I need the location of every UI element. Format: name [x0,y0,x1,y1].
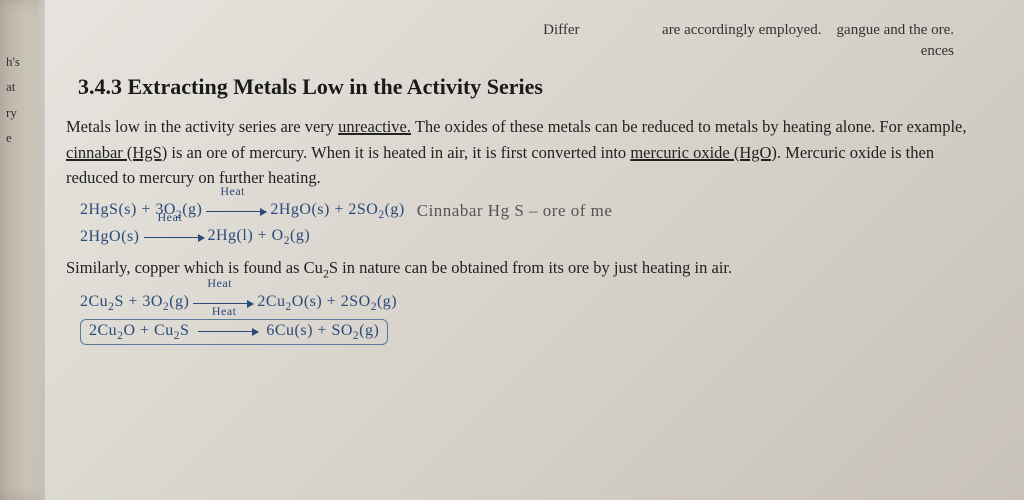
reaction-arrow-icon [144,237,204,238]
fragment-text: gangue and the ore. [837,22,954,38]
underlined-term: mercuric oxide (HgO) [630,143,777,162]
eq-lhs: 2HgO(s) [80,228,140,246]
eq-text: 6Cu(s) + SO [266,322,353,339]
fragment-text: ences [60,41,954,62]
edge-line: e [6,126,20,149]
reaction-arrow-icon [198,331,258,332]
eq-text: 2Hg(l) + O [208,227,284,244]
para-text: S in nature can be obtained from its ore… [329,258,732,277]
eq-rhs: 6Cu(s) + SO2(g) [266,322,379,339]
heat-label: Heat [207,276,232,291]
para-text: is an ore of mercury. When it is heated … [167,143,630,162]
eq-text: (g) [290,227,310,244]
eq-text: 2Cu [80,293,108,310]
heat-label: Heat [212,304,237,319]
eq-text: O(s) + 2SO [292,293,371,310]
para-text: The oxides of these metals can be reduce… [411,117,966,136]
edge-line: ry [6,101,20,124]
boxed-equation: 2Cu2O + Cu2S Heat 6Cu(s) + SO2(g) [80,319,388,345]
equation-2: 2HgO(s) Heat 2Hg(l) + O2(g) [80,227,984,247]
section-title: Extracting Metals Low in the Activity Se… [128,74,544,99]
equation-1: 2HgS(s) + 3O2(g) Heat 2HgO(s) + 2SO2(g) … [80,201,984,221]
eq-rhs: 2Hg(l) + O2(g) [208,227,311,247]
edge-line: at [6,75,20,98]
reaction-arrow-icon [206,211,266,212]
fragment-text: are accordingly employed. [662,22,822,38]
eq-text: (g) [377,293,397,310]
section-heading: 3.4.3 Extracting Metals Low in the Activ… [78,74,984,100]
eq-text: (g) [169,293,189,310]
para-text: Similarly, copper which is found as Cu [66,258,323,277]
handwritten-annotation: Cinnabar Hg S – ore of me [417,201,613,221]
eq-text: O + Cu [123,322,173,339]
edge-line: h's [6,50,20,73]
eq-text: 2Cu [89,322,117,339]
eq-text: S + 3O [114,293,162,310]
para-text: Metals low in the activity series are ve… [66,117,338,136]
heat-label: Heat [220,184,245,199]
equation-4: 2Cu2O + Cu2S Heat 6Cu(s) + SO2(g) [80,319,984,345]
eq-text: (g) [182,201,202,218]
eq-text: (g) [385,201,405,218]
eq-rhs: 2Cu2O(s) + 2SO2(g) [257,293,397,313]
underlined-term: unreactive. [338,117,411,136]
paragraph-1: Metals low in the activity series are ve… [60,114,984,191]
eq-lhs: 2Cu2O + Cu2S [89,322,189,339]
page-binding-edge: h's at ry e [0,0,45,500]
fragment-text: Differ [543,22,579,38]
heat-label: Heat [158,210,183,225]
paragraph-2: Similarly, copper which is found as Cu2S… [60,255,984,283]
eq-rhs: 2HgO(s) + 2SO2(g) [270,201,404,221]
section-number: 3.4.3 [78,74,122,99]
eq-text: S [180,322,189,339]
eq-lhs: 2HgS(s) + 3O2(g) [80,201,202,221]
edge-letters: h's at ry e [6,50,20,152]
underlined-term: cinnabar (HgS) [66,143,167,162]
top-cutoff-text: Differ are accordingly employed. gangue … [60,20,984,62]
eq-text: 2Cu [257,293,285,310]
eq-text: 2HgO(s) + 2SO [270,201,378,218]
eq-text: (g) [359,322,379,339]
eq-lhs: 2Cu2S + 3O2(g) [80,293,189,313]
